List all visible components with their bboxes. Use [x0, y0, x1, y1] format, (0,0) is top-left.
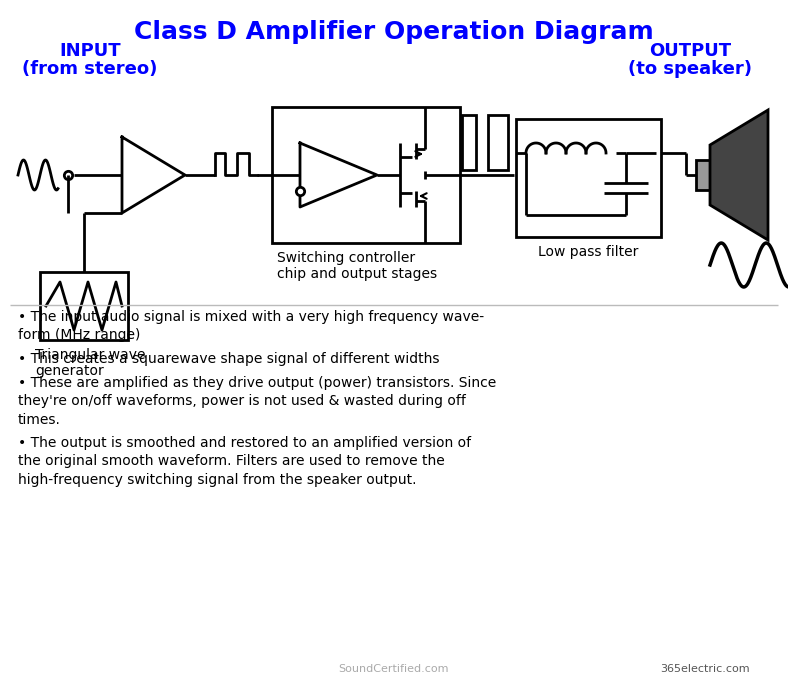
Polygon shape: [710, 110, 768, 240]
Text: • This creates a squarewave shape signal of different widths: • This creates a squarewave shape signal…: [18, 352, 440, 366]
Bar: [516, 119, 661, 237]
Text: • These are amplified as they drive output (power) transistors. Since
they're on: • These are amplified as they drive outp…: [18, 376, 496, 427]
Text: INPUT: INPUT: [59, 42, 121, 60]
Text: (from stereo): (from stereo): [22, 60, 158, 78]
Text: Low pass filter: Low pass filter: [538, 245, 638, 259]
Text: Triangular wave
generator: Triangular wave generator: [35, 348, 146, 378]
Bar: [488, 115, 508, 170]
Text: (to speaker): (to speaker): [628, 60, 752, 78]
Text: SoundCertified.com: SoundCertified.com: [339, 664, 449, 674]
Bar: [272, 107, 460, 243]
Text: • The output is smoothed and restored to an amplified version of
the original sm: • The output is smoothed and restored to…: [18, 436, 471, 487]
Text: Class D Amplifier Operation Diagram: Class D Amplifier Operation Diagram: [134, 20, 654, 44]
Text: • The input audio signal is mixed with a very high frequency wave-
form (MHz ran: • The input audio signal is mixed with a…: [18, 310, 484, 343]
Text: 365electric.com: 365electric.com: [660, 664, 750, 674]
Bar: [40, 272, 128, 340]
Bar: [462, 115, 476, 170]
Text: Switching controller
chip and output stages: Switching controller chip and output sta…: [277, 251, 437, 282]
Bar: [696, 160, 710, 190]
Text: OUTPUT: OUTPUT: [649, 42, 731, 60]
